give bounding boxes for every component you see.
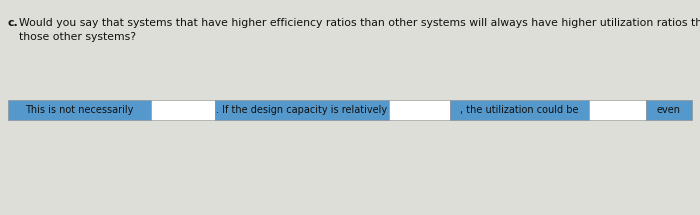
Text: , the utilization could be: , the utilization could be bbox=[460, 105, 578, 115]
Bar bbox=[645, 100, 692, 120]
Bar bbox=[589, 100, 645, 120]
Text: . If the design capacity is relatively: . If the design capacity is relatively bbox=[216, 105, 388, 115]
Text: c.: c. bbox=[8, 18, 19, 28]
Bar bbox=[449, 100, 589, 120]
Bar bbox=[215, 100, 389, 120]
Bar bbox=[389, 100, 449, 120]
Text: Would you say that systems that have higher efficiency ratios than other systems: Would you say that systems that have hig… bbox=[19, 18, 700, 42]
Text: This is not necessarily: This is not necessarily bbox=[25, 105, 134, 115]
Text: even: even bbox=[657, 105, 681, 115]
Bar bbox=[150, 100, 215, 120]
Bar bbox=[8, 100, 150, 120]
